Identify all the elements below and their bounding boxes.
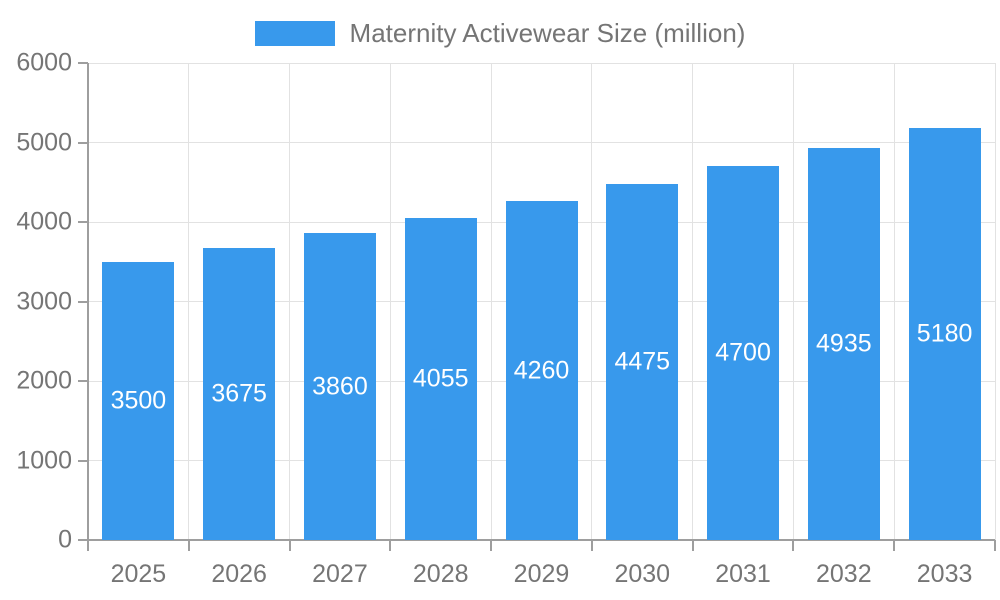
bar[interactable]: 4055 bbox=[404, 217, 477, 540]
bar-value-label: 4260 bbox=[513, 356, 570, 385]
y-axis-line bbox=[87, 63, 89, 551]
x-axis-label: 2025 bbox=[110, 560, 167, 588]
bar-value-label: 4055 bbox=[412, 364, 469, 393]
x-axis-tick bbox=[893, 540, 896, 551]
y-axis-tick bbox=[78, 459, 88, 462]
legend-swatch bbox=[254, 21, 335, 46]
bar-value-label: 4935 bbox=[816, 329, 872, 358]
bar-value-label: 3500 bbox=[110, 386, 167, 415]
bar-value-label: 4700 bbox=[715, 338, 771, 367]
x-axis-tick bbox=[288, 540, 291, 551]
y-axis-tick bbox=[78, 380, 88, 382]
y-axis-tick bbox=[78, 221, 88, 223]
bar[interactable]: 4700 bbox=[707, 166, 780, 540]
x-gridline bbox=[490, 63, 492, 540]
legend[interactable]: Maternity Activewear Size (million) bbox=[0, 18, 1000, 49]
bar[interactable]: 3500 bbox=[102, 261, 175, 540]
y-axis-label: 5000 bbox=[16, 128, 72, 156]
y-axis-label: 2000 bbox=[16, 366, 72, 395]
x-axis-tick bbox=[994, 540, 996, 551]
x-axis-label: 2027 bbox=[312, 560, 368, 588]
x-gridline bbox=[188, 63, 190, 540]
bar[interactable]: 4260 bbox=[505, 201, 578, 540]
y-axis-label: 1000 bbox=[16, 446, 72, 474]
bar[interactable]: 4475 bbox=[606, 184, 679, 540]
bar-value-label: 3675 bbox=[211, 379, 267, 408]
x-gridline bbox=[591, 63, 593, 540]
x-axis-tick bbox=[187, 540, 190, 551]
y-axis-tick bbox=[78, 300, 88, 303]
x-gridline bbox=[289, 63, 291, 540]
y-gridline bbox=[88, 142, 995, 143]
bar[interactable]: 4935 bbox=[807, 147, 880, 540]
y-axis-tick bbox=[78, 539, 88, 541]
x-axis-line bbox=[88, 539, 995, 541]
bar[interactable]: 3860 bbox=[303, 233, 376, 540]
x-axis-label: 2033 bbox=[916, 560, 973, 588]
y-axis-label: 0 bbox=[58, 525, 72, 554]
x-axis-label: 2032 bbox=[816, 560, 872, 588]
x-axis-label: 2031 bbox=[715, 560, 771, 588]
x-axis-label: 2029 bbox=[513, 560, 570, 588]
x-axis-tick bbox=[792, 540, 795, 551]
x-axis-label: 2030 bbox=[614, 560, 671, 588]
x-axis-tick bbox=[590, 540, 593, 551]
x-gridline bbox=[389, 63, 391, 540]
x-axis-tick bbox=[490, 540, 493, 551]
y-gridline bbox=[88, 62, 995, 64]
x-gridline bbox=[692, 63, 694, 540]
y-axis-label: 4000 bbox=[16, 207, 72, 236]
y-axis-label: 6000 bbox=[16, 48, 72, 77]
x-axis-label: 2028 bbox=[412, 560, 469, 588]
legend-label: Maternity Activewear Size (million) bbox=[349, 18, 746, 48]
x-axis-tick bbox=[389, 540, 392, 551]
x-axis-tick bbox=[691, 540, 694, 551]
y-axis-tick bbox=[78, 62, 88, 64]
y-axis-tick bbox=[78, 141, 88, 144]
y-axis-label: 3000 bbox=[16, 287, 72, 315]
bar[interactable]: 5180 bbox=[908, 128, 981, 540]
x-axis-label: 2026 bbox=[211, 560, 267, 588]
bar-value-label: 5180 bbox=[916, 319, 973, 348]
bar-value-label: 4475 bbox=[614, 347, 671, 376]
bar-value-label: 3860 bbox=[312, 372, 368, 401]
x-gridline bbox=[792, 63, 794, 540]
x-gridline bbox=[893, 63, 895, 540]
x-gridline bbox=[994, 63, 996, 540]
bar[interactable]: 3675 bbox=[203, 247, 276, 540]
